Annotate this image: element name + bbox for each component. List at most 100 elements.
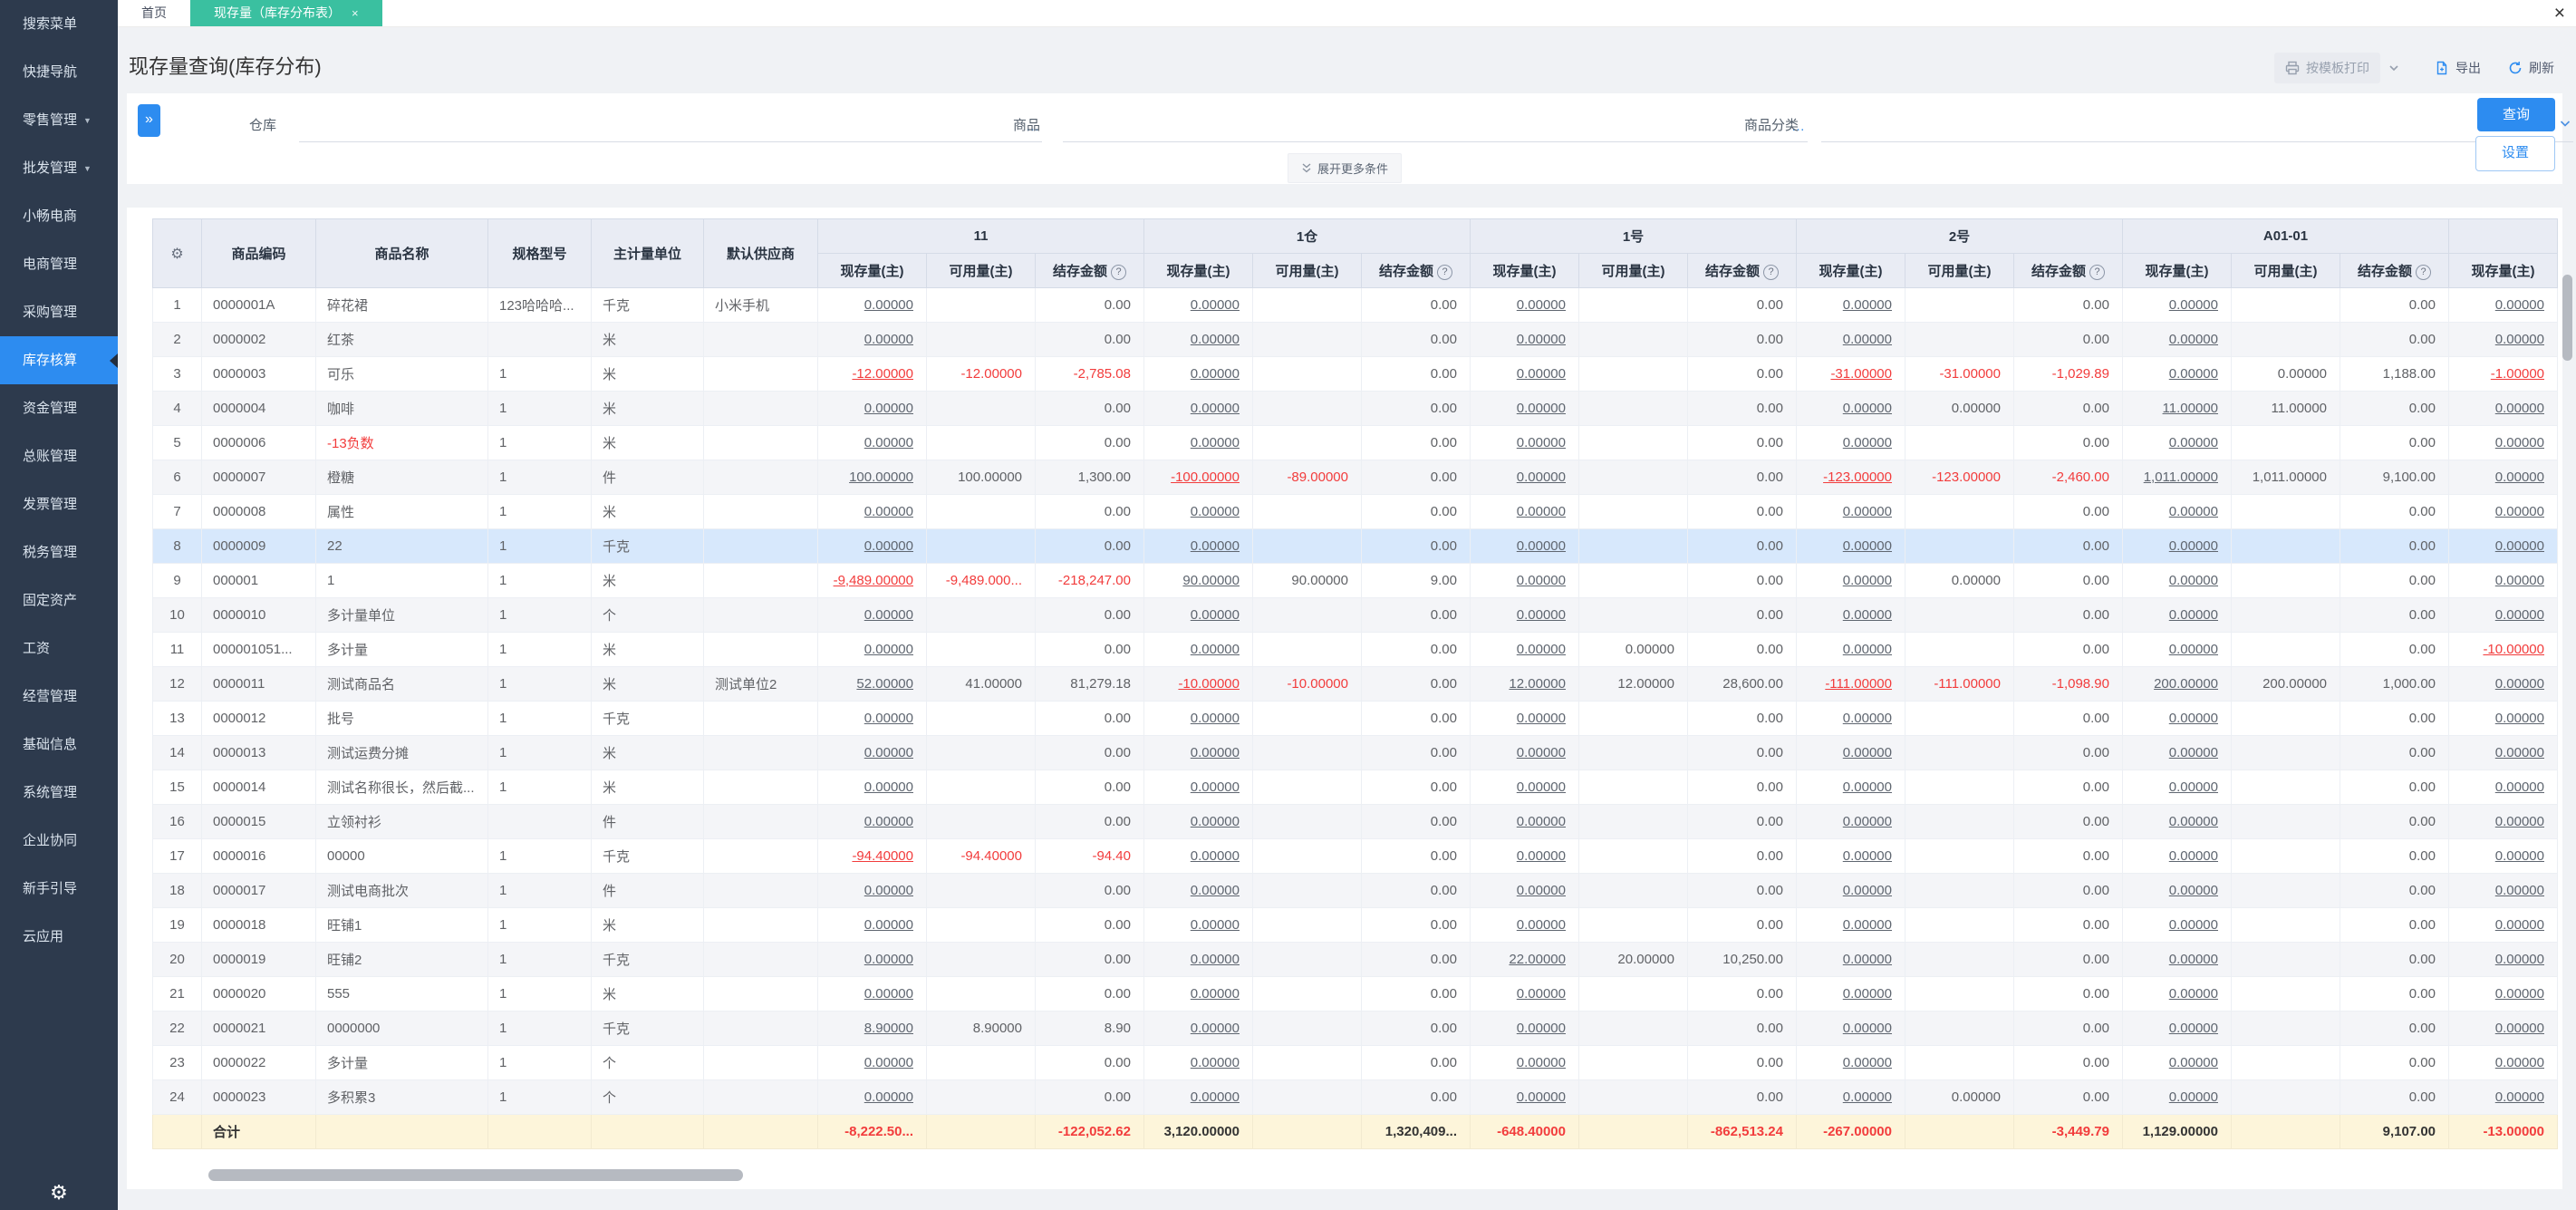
qty-link[interactable]: 0.00000 (1516, 366, 1566, 382)
qty-link[interactable]: -10.00000 (1178, 676, 1240, 692)
settings-gear-icon[interactable]: ⚙ (50, 1181, 68, 1204)
qty-link[interactable]: 0.00000 (2494, 607, 2544, 623)
qty-link[interactable]: 0.00000 (863, 297, 913, 313)
qty-link[interactable]: -94.40000 (852, 848, 913, 864)
qty-link[interactable]: 0.00000 (2494, 986, 2544, 1002)
sidebar-item-批发管理[interactable]: 批发管理 ▼ (0, 144, 118, 192)
qty-link[interactable]: 0.00000 (2494, 504, 2544, 519)
qty-link[interactable]: 0.00000 (1516, 607, 1566, 623)
qty-link[interactable]: 0.00000 (1516, 917, 1566, 933)
qty-link[interactable]: 0.00000 (863, 607, 913, 623)
qty-link[interactable]: -9,489.00000 (833, 573, 913, 588)
warehouse-input[interactable]: … (299, 105, 1042, 142)
qty-link[interactable]: 0.00000 (2168, 435, 2218, 450)
qty-link[interactable]: 0.00000 (2494, 917, 2544, 933)
qty-link[interactable]: 0.00000 (2494, 435, 2544, 450)
qty-link[interactable]: 0.00000 (1842, 1021, 1892, 1036)
sidebar-item-电商管理[interactable]: 电商管理 (0, 240, 118, 288)
qty-link[interactable]: 0.00000 (2168, 538, 2218, 554)
qty-link[interactable]: 0.00000 (1842, 848, 1892, 864)
qty-link[interactable]: 0.00000 (1190, 607, 1240, 623)
qty-link[interactable]: 0.00000 (2168, 814, 2218, 829)
qty-link[interactable]: 0.00000 (1842, 642, 1892, 657)
qty-link[interactable]: 0.00000 (863, 1055, 913, 1070)
qty-link[interactable]: 8.90000 (863, 1021, 913, 1036)
qty-link[interactable]: 0.00000 (2494, 469, 2544, 485)
qty-link[interactable]: 0.00000 (1190, 986, 1240, 1002)
qty-link[interactable]: 0.00000 (1516, 1055, 1566, 1070)
qty-link[interactable]: 0.00000 (863, 986, 913, 1002)
qty-link[interactable]: 0.00000 (1190, 366, 1240, 382)
qty-link[interactable]: 90.00000 (1182, 573, 1240, 588)
qty-link[interactable]: 0.00000 (1842, 332, 1892, 347)
qty-link[interactable]: 0.00000 (1190, 435, 1240, 450)
qty-link[interactable]: 0.00000 (1842, 711, 1892, 726)
qty-link[interactable]: 0.00000 (2168, 332, 2218, 347)
qty-link[interactable]: 0.00000 (2494, 401, 2544, 416)
qty-link[interactable]: 0.00000 (1842, 1055, 1892, 1070)
qty-link[interactable]: 0.00000 (1516, 538, 1566, 554)
qty-link[interactable]: 0.00000 (2494, 745, 2544, 760)
qty-link[interactable]: 0.00000 (1842, 1089, 1892, 1105)
export-button[interactable]: 导出 (2435, 59, 2481, 77)
qty-link[interactable]: 0.00000 (863, 332, 913, 347)
qty-link[interactable]: 0.00000 (863, 504, 913, 519)
qty-link[interactable]: -31.00000 (1830, 366, 1892, 382)
qty-link[interactable]: 0.00000 (2494, 332, 2544, 347)
sidebar-item-系统管理[interactable]: 系统管理 (0, 769, 118, 817)
qty-link[interactable]: 0.00000 (1516, 332, 1566, 347)
qty-link[interactable]: 0.00000 (1190, 917, 1240, 933)
sidebar-item-总账管理[interactable]: 总账管理 (0, 432, 118, 480)
qty-link[interactable]: 0.00000 (1516, 1089, 1566, 1105)
qty-link[interactable]: 0.00000 (1842, 401, 1892, 416)
help-question-icon[interactable]: ? (1763, 265, 1779, 280)
qty-link[interactable]: 0.00000 (2494, 1021, 2544, 1036)
help-question-icon[interactable]: ? (2416, 265, 2431, 280)
qty-link[interactable]: 0.00000 (2494, 1089, 2544, 1105)
qty-link[interactable]: 0.00000 (1842, 538, 1892, 554)
refresh-button[interactable]: 刷新 (2508, 59, 2554, 77)
sidebar-item-经营管理[interactable]: 经营管理 (0, 673, 118, 721)
qty-link[interactable]: -123.00000 (1823, 469, 1892, 485)
qty-link[interactable]: 0.00000 (863, 1089, 913, 1105)
qty-link[interactable]: 0.00000 (1516, 297, 1566, 313)
help-question-icon[interactable]: ? (1111, 265, 1126, 280)
qty-link[interactable]: 0.00000 (1516, 642, 1566, 657)
qty-link[interactable]: 100.00000 (849, 469, 913, 485)
qty-link[interactable]: 0.00000 (1842, 435, 1892, 450)
qty-link[interactable]: 0.00000 (1842, 814, 1892, 829)
qty-link[interactable]: 0.00000 (2494, 848, 2544, 864)
qty-link[interactable]: 0.00000 (863, 814, 913, 829)
help-question-icon[interactable]: ? (1437, 265, 1452, 280)
qty-link[interactable]: 0.00000 (2494, 573, 2544, 588)
qty-link[interactable]: 1,011.00000 (2143, 469, 2218, 485)
qty-link[interactable]: 0.00000 (1190, 952, 1240, 967)
sidebar-item-小畅电商[interactable]: 小畅电商 (0, 192, 118, 240)
qty-link[interactable]: 0.00000 (1516, 848, 1566, 864)
sidebar-item-基础信息[interactable]: 基础信息 (0, 721, 118, 769)
qty-link[interactable]: 0.00000 (1516, 814, 1566, 829)
column-settings-icon[interactable]: ⚙ (152, 218, 202, 288)
qty-link[interactable]: 0.00000 (863, 435, 913, 450)
qty-link[interactable]: 0.00000 (1190, 745, 1240, 760)
qty-link[interactable]: 0.00000 (1190, 1055, 1240, 1070)
qty-link[interactable]: 0.00000 (1190, 332, 1240, 347)
qty-link[interactable]: 0.00000 (2168, 573, 2218, 588)
qty-link[interactable]: 0.00000 (1190, 297, 1240, 313)
qty-link[interactable]: 0.00000 (1516, 883, 1566, 898)
qty-link[interactable]: 0.00000 (1190, 401, 1240, 416)
sidebar-item-采购管理[interactable]: 采购管理 (0, 288, 118, 336)
qty-link[interactable]: 0.00000 (1516, 745, 1566, 760)
warehouse-picker-ellipsis-icon[interactable]: … (1026, 119, 1040, 134)
qty-link[interactable]: 0.00000 (1516, 711, 1566, 726)
qty-link[interactable]: 0.00000 (2168, 504, 2218, 519)
qty-link[interactable]: 0.00000 (2494, 538, 2544, 554)
qty-link[interactable]: 0.00000 (2494, 711, 2544, 726)
product-picker-ellipsis-icon[interactable]: … (1791, 119, 1806, 134)
qty-link[interactable]: 0.00000 (1190, 642, 1240, 657)
qty-link[interactable]: 0.00000 (2168, 952, 2218, 967)
qty-link[interactable]: 0.00000 (2494, 297, 2544, 313)
qty-link[interactable]: 0.00000 (2494, 952, 2544, 967)
qty-link[interactable]: 0.00000 (1190, 538, 1240, 554)
qty-link[interactable]: 0.00000 (1842, 952, 1892, 967)
